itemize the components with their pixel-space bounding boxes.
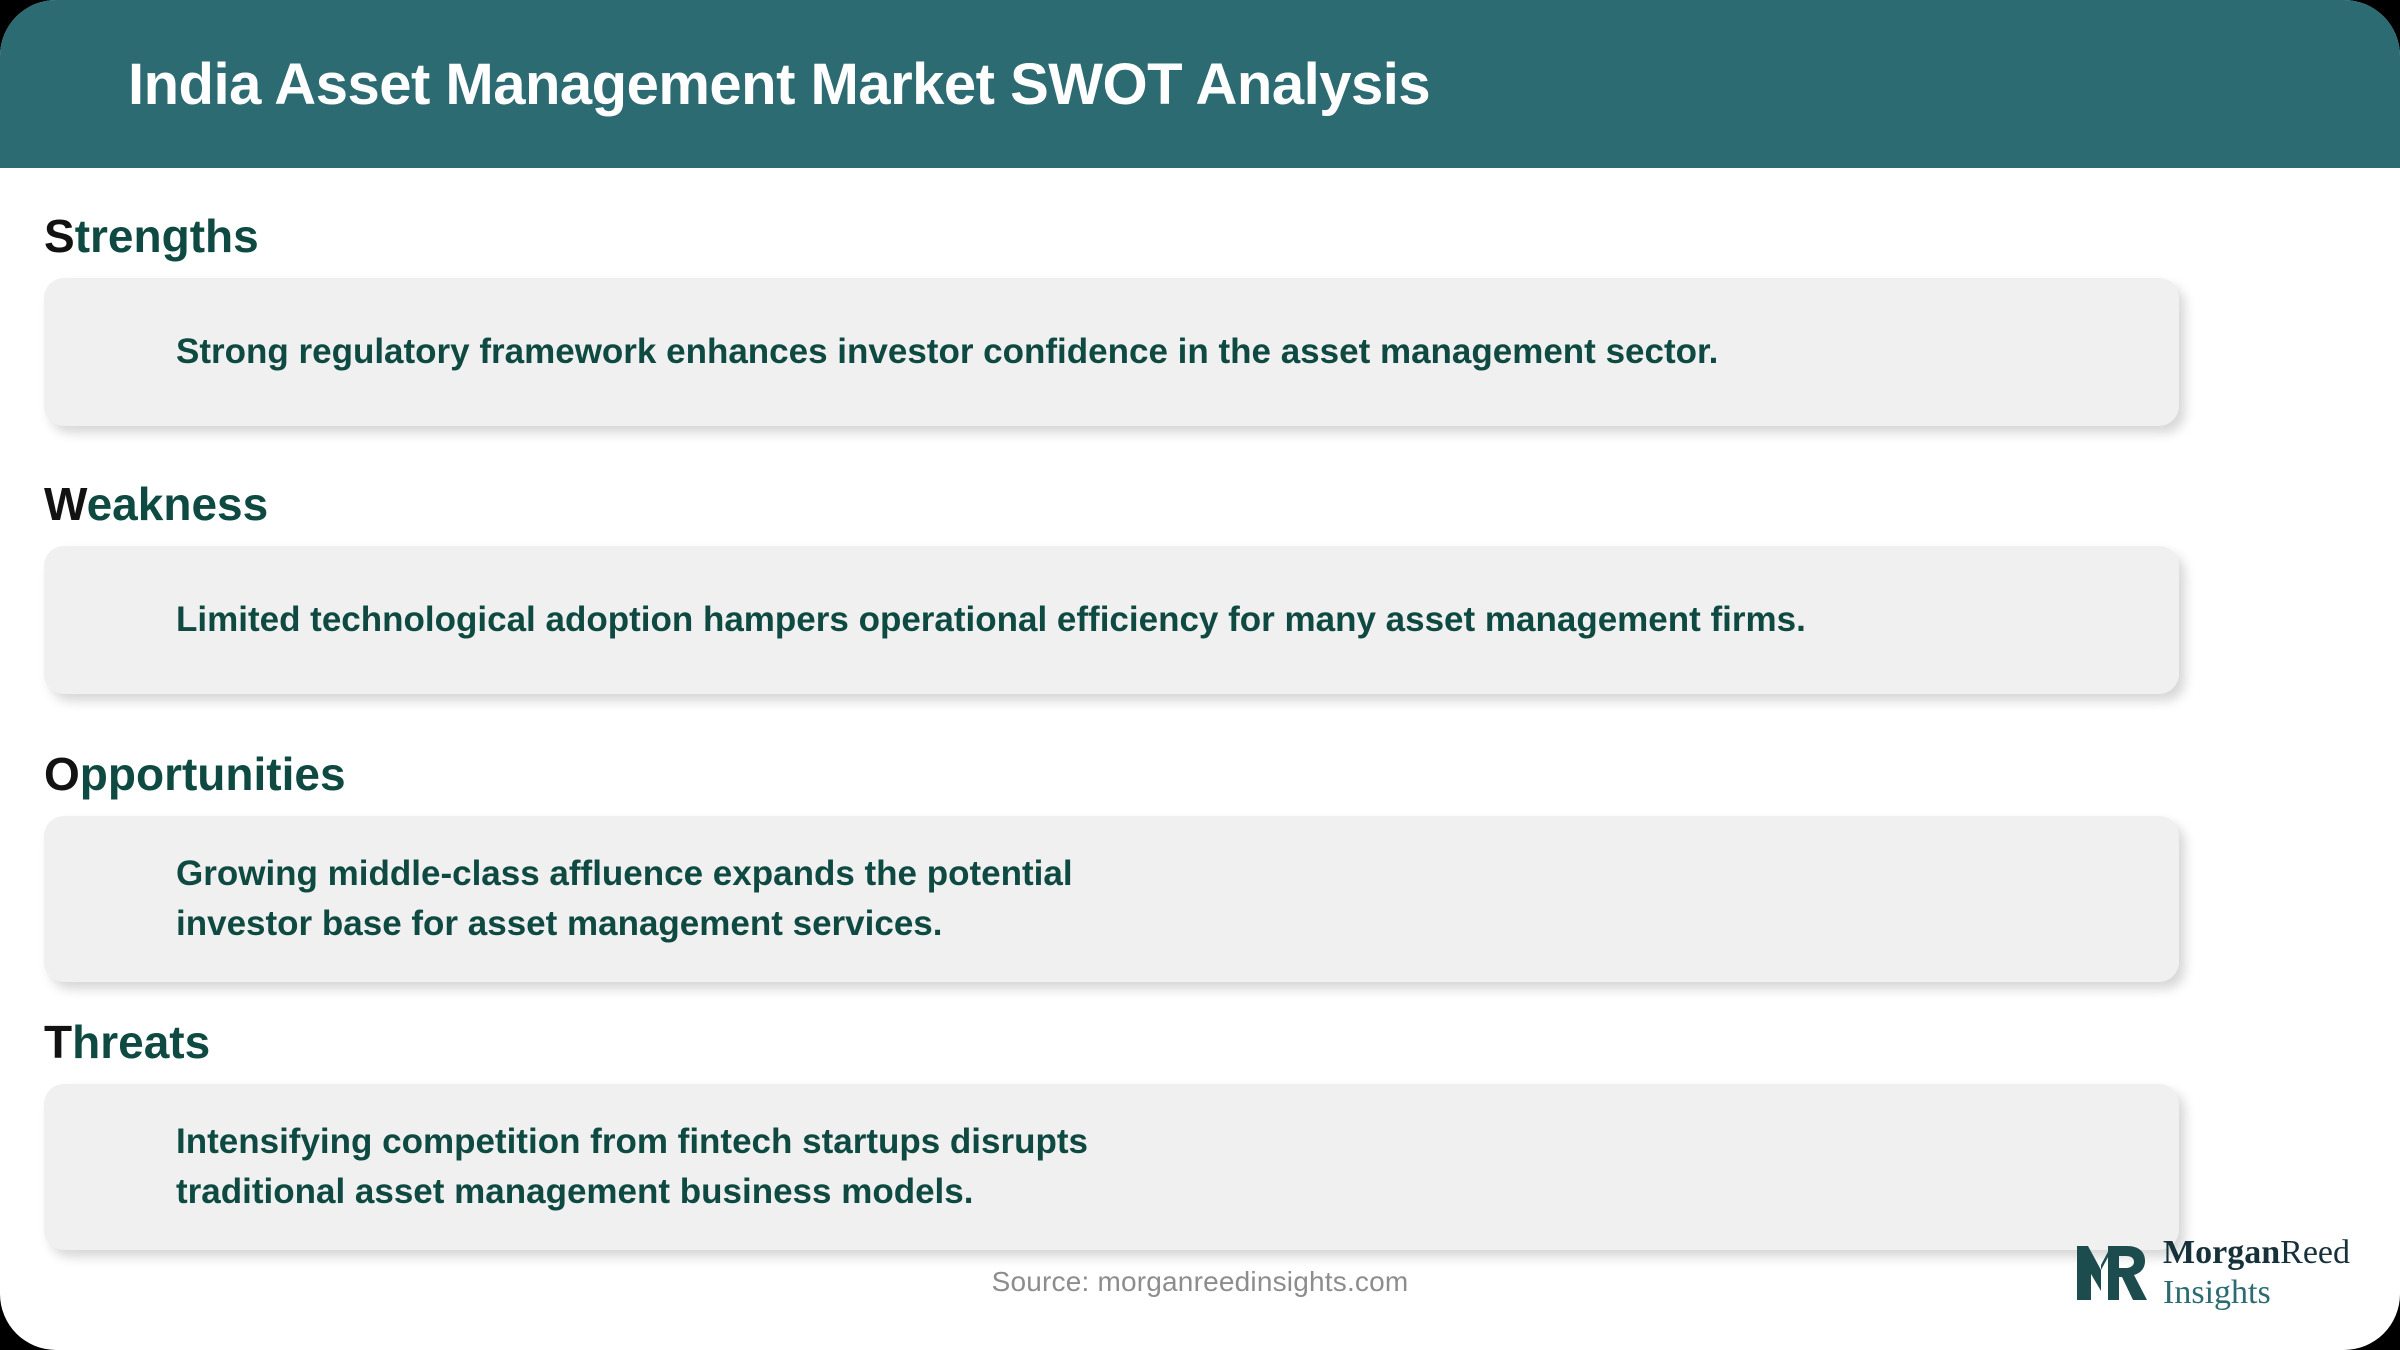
brand-logo: MorganReed Insights — [2075, 1236, 2350, 1310]
source-attribution: Source: morganreedinsights.com — [991, 1266, 1409, 1297]
swot-card-weakness: Limited technological adoption hampers o… — [44, 546, 2179, 695]
swot-card-text-threats: Intensifying competition from fintech st… — [176, 1121, 1088, 1212]
header-bar: India Asset Management Market SWOT Analy… — [0, 0, 2400, 168]
swot-card-text-weakness: Limited technological adoption hampers o… — [176, 599, 1806, 639]
section-heading-opportunities: Opportunities — [44, 750, 2344, 798]
swot-section-threats: Threats Intensifying competition from fi… — [44, 1018, 2344, 1251]
acronym-letter-t: T — [44, 1016, 73, 1068]
swot-section-opportunities: Opportunities Growing middle-class afflu… — [44, 750, 2344, 983]
section-heading-rest-threats: hreats — [72, 1016, 211, 1068]
logo-morgan: Morgan — [2163, 1234, 2281, 1271]
page-title: India Asset Management Market SWOT Analy… — [128, 51, 1431, 117]
logo-line-insights: Insights — [2163, 1274, 2271, 1311]
swot-section-strengths: Strengths Strong regulatory framework en… — [44, 212, 2344, 427]
swot-sections: Strengths Strong regulatory framework en… — [0, 168, 2400, 1251]
acronym-letter-o: O — [44, 748, 80, 800]
swot-card-strengths: Strong regulatory framework enhances inv… — [44, 278, 2179, 427]
section-heading-rest-opportunities: pportunities — [79, 748, 346, 800]
logo-wordmark: MorganReed Insights — [2163, 1236, 2350, 1310]
logo-line-morganreed: MorganReed — [2163, 1236, 2350, 1270]
swot-card-text-opportunities: Growing middle-class affluence expands t… — [176, 853, 1073, 944]
section-heading-rest-strengths: trengths — [74, 210, 259, 262]
section-heading-strengths: Strengths — [44, 212, 2344, 260]
section-heading-weakness: Weakness — [44, 480, 2344, 528]
swot-card-text-strengths: Strong regulatory framework enhances inv… — [176, 331, 1719, 371]
swot-card-opportunities: Growing middle-class affluence expands t… — [44, 816, 2179, 983]
section-heading-threats: Threats — [44, 1018, 2344, 1066]
swot-section-weakness: Weakness Limited technological adoption … — [44, 480, 2344, 695]
swot-card-threats: Intensifying competition from fintech st… — [44, 1084, 2179, 1251]
footer: Source: morganreedinsights.com MorganRee… — [0, 1228, 2400, 1350]
acronym-letter-s: S — [44, 210, 75, 262]
section-heading-rest-weakness: eakness — [86, 478, 269, 530]
logo-reed: Reed — [2280, 1234, 2350, 1271]
mr-monogram-icon — [2077, 1246, 2148, 1300]
acronym-letter-w: W — [44, 478, 87, 530]
